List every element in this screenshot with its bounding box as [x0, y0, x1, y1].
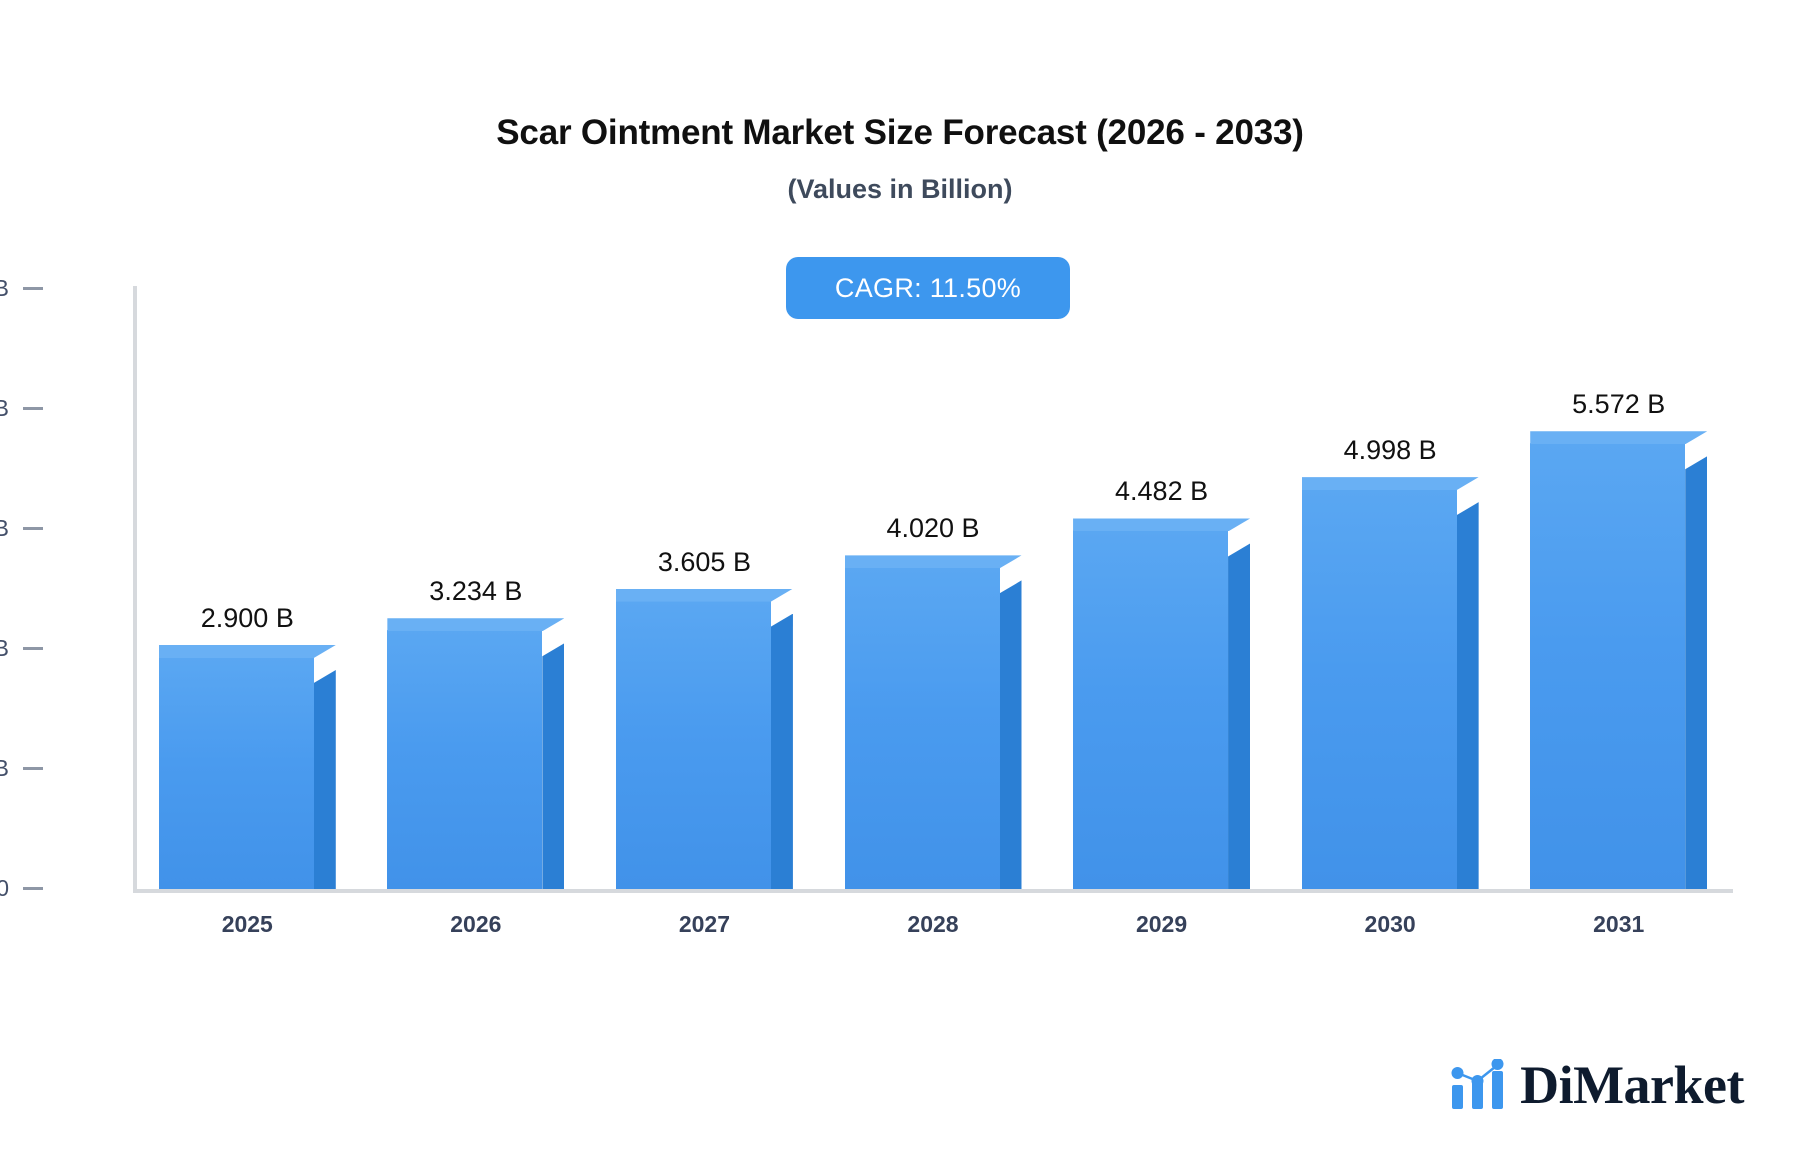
bar-column[interactable]	[1073, 518, 1251, 889]
bar-value-label: 4.020 B	[886, 513, 980, 544]
plot-area: 0 1.5B 3.0B 4.5B 6.0B 7.5B 2.900 B 3.234 B 3.60…	[0, 275, 1733, 937]
cagr-badge: CAGR: 11.50%	[786, 257, 1070, 319]
bar-top-face	[1073, 518, 1251, 532]
brand-logo-text: DiMarket	[1520, 1055, 1744, 1115]
bar-value-label: 3.605 B	[657, 546, 751, 577]
chart-subtitle: (Values in Billion)	[787, 174, 1013, 204]
y-axis-tick: 1.5B	[0, 755, 43, 782]
bar-top-face	[844, 555, 1022, 569]
bar-side-face	[1228, 543, 1251, 889]
x-axis-label: 2029	[1135, 911, 1188, 937]
y-axis-tick: 7.5B	[0, 275, 43, 302]
bar-column[interactable]	[615, 588, 793, 889]
bar-front-face	[844, 567, 1000, 889]
x-axis-label: 2026	[450, 911, 502, 937]
x-axis-label: 2028	[907, 911, 959, 937]
bar-side-face	[1456, 502, 1479, 889]
x-axis-label: 2031	[1593, 911, 1645, 937]
y-axis-tick-mark	[23, 647, 43, 650]
y-axis-tick-mark	[23, 767, 43, 770]
page-title: Scar Ointment Market Size Forecast (2026…	[496, 113, 1304, 152]
bar-value-label: 3.234 B	[429, 576, 523, 607]
bar-value-label: 4.998 B	[1343, 435, 1437, 466]
y-axis-tick-label: 1.5B	[0, 755, 9, 781]
y-axis-tick: 0	[0, 875, 43, 902]
bar-top-face	[158, 645, 336, 658]
bar-column[interactable]	[844, 555, 1022, 889]
y-axis-tick-label: 3.0B	[0, 635, 9, 661]
brand-logo: DiMarket	[1450, 1058, 1744, 1112]
bar-side-face	[313, 670, 336, 889]
y-axis-line	[133, 286, 137, 893]
bar-front-face	[158, 657, 314, 889]
y-axis-tick-mark	[23, 527, 43, 530]
bar-column[interactable]	[1301, 477, 1479, 889]
bar-column[interactable]	[158, 645, 336, 889]
bar-side-face	[542, 643, 565, 889]
x-axis-line	[133, 889, 1733, 893]
bar-top-face	[387, 618, 565, 632]
y-axis-tick-label: 7.5B	[0, 275, 9, 301]
bar-side-face	[770, 613, 793, 889]
y-axis-tick-label: 6.0B	[0, 395, 9, 421]
bar-front-face	[1301, 489, 1457, 889]
x-axis-label: 2027	[678, 911, 730, 937]
bar-chart-icon	[1451, 1059, 1504, 1109]
bar-value-label: 4.482 B	[1115, 476, 1209, 507]
bar-column[interactable]	[387, 618, 565, 889]
bar-front-face	[1530, 443, 1686, 889]
y-axis-tick-label: 0	[0, 875, 9, 901]
bar-front-face	[1073, 530, 1229, 889]
bar-side-face	[1685, 456, 1708, 889]
bar-side-face	[999, 580, 1022, 889]
y-axis-tick-mark	[23, 407, 43, 410]
bar-front-face	[387, 630, 543, 889]
bar-front-face	[615, 600, 771, 889]
x-axis-label: 2030	[1364, 911, 1416, 937]
bar-column[interactable]	[1530, 431, 1708, 889]
y-axis-tick: 3.0B	[0, 635, 43, 662]
y-axis-tick-mark	[23, 887, 43, 890]
bar-value-label: 5.572 B	[1572, 389, 1666, 420]
bar-top-face	[615, 588, 793, 602]
y-axis-tick-mark	[23, 287, 43, 290]
bar-top-face	[1301, 477, 1479, 491]
x-axis-label: 2025	[221, 911, 273, 937]
y-axis-tick: 4.5B	[0, 515, 43, 542]
bar-top-face	[1530, 431, 1708, 445]
y-axis-tick-label: 4.5B	[0, 515, 9, 541]
bar-value-label: 2.900 B	[200, 603, 294, 633]
cagr-badge-label: CAGR: 11.50%	[834, 272, 1022, 303]
y-axis-tick: 6.0B	[0, 395, 43, 422]
